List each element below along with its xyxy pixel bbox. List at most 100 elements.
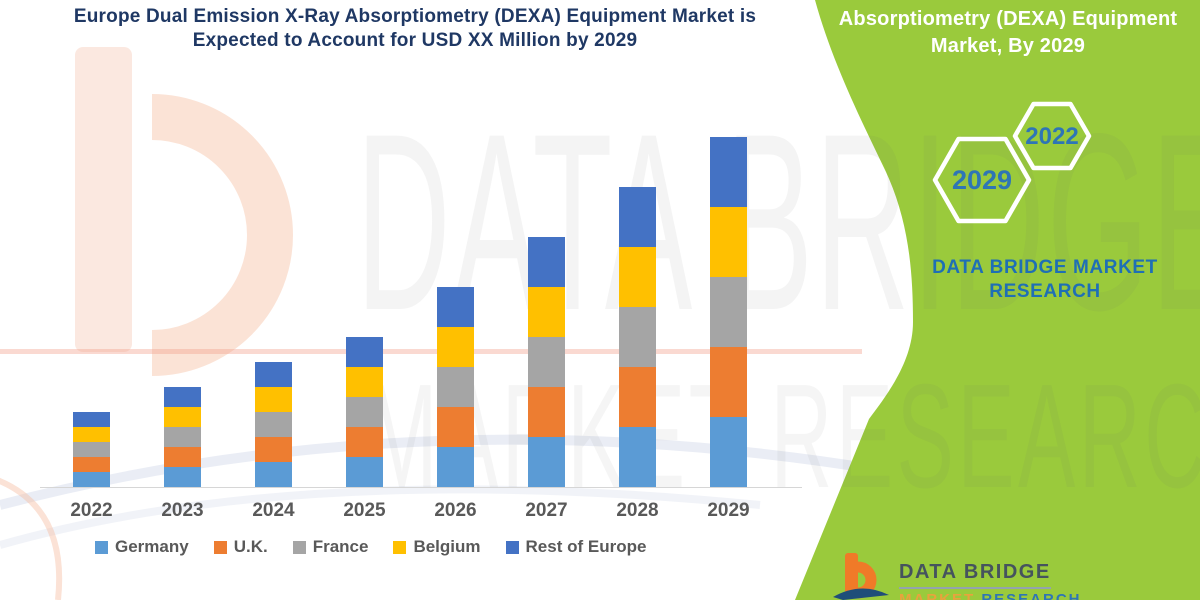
chart-title: Europe Dual Emission X-Ray Absorptiometr…	[73, 6, 757, 51]
x-axis-label: 2029	[707, 500, 750, 521]
side-panel-heading: Absorptiometry (DEXA) Equipment Market, …	[838, 8, 1178, 57]
bar-segment-france	[619, 307, 656, 367]
bar-segment-germany	[710, 417, 747, 487]
brand-subtext-research: RESEARCH	[975, 591, 1082, 600]
bar-segment-rest-of-europe	[255, 362, 292, 387]
x-axis-label: 2027	[525, 500, 568, 521]
legend-label: Germany	[115, 537, 189, 556]
bar-column-2022: 2022	[70, 127, 113, 521]
bar-column-2023: 2023	[161, 127, 204, 521]
bar-segment-u-k-	[346, 427, 383, 457]
brand-caption: DATA BRIDGE MARKET RESEARCH	[932, 257, 1158, 302]
bar-segment-rest-of-europe	[437, 287, 474, 327]
bar-segment-belgium	[437, 327, 474, 367]
bar-segment-rest-of-europe	[619, 187, 656, 247]
bar-stack	[346, 337, 383, 487]
brand-subtext-market: MARKET	[899, 591, 976, 600]
bar-segment-france	[346, 397, 383, 427]
x-axis-label: 2024	[252, 500, 295, 521]
side-panel-green-fill	[795, 0, 1200, 600]
x-axis-label: 2025	[343, 500, 386, 521]
bar-segment-u-k-	[710, 347, 747, 417]
x-axis-label: 2022	[70, 500, 113, 521]
legend-label: Rest of Europe	[525, 537, 647, 556]
watermark-logo-underline	[0, 349, 862, 354]
bar-segment-france	[255, 412, 292, 437]
bar-segment-rest-of-europe	[528, 237, 565, 287]
bar-segment-u-k-	[619, 367, 656, 427]
bar-segment-germany	[437, 447, 474, 487]
bar-stack	[164, 387, 201, 487]
hexagon-2029-label: 2029	[952, 165, 1012, 195]
bar-segment-u-k-	[255, 437, 292, 462]
bar-column-2025: 2025	[343, 127, 386, 521]
brand-logo: DATA BRIDGE MARKET RESEARCH	[833, 553, 1082, 600]
legend-item-rest-of-europe: Rest of Europe	[505, 537, 647, 557]
brand-logo-b-icon	[833, 553, 889, 600]
bar-segment-u-k-	[164, 447, 201, 467]
bar-column-2026: 2026	[434, 127, 477, 521]
legend-item-u-k-: U.K.	[213, 537, 268, 557]
bar-stack	[255, 362, 292, 487]
bar-segment-france	[437, 367, 474, 407]
legend-swatch	[393, 540, 407, 554]
brand-subtext: MARKET RESEARCH	[899, 591, 1082, 600]
bar-segment-u-k-	[73, 457, 110, 472]
x-axis-line	[40, 487, 802, 488]
bar-segment-germany	[528, 437, 565, 487]
bar-segment-rest-of-europe	[164, 387, 201, 407]
legend-item-france: France	[292, 537, 369, 557]
bar-segment-germany	[164, 467, 201, 487]
bar-segment-rest-of-europe	[710, 137, 747, 207]
bar-stack	[710, 137, 747, 487]
hexagon-2022-shape	[1012, 101, 1092, 171]
legend-label: U.K.	[233, 537, 268, 556]
legend-label: France	[312, 537, 369, 556]
watermark-swoosh-arc-2	[0, 485, 761, 549]
legend-item-germany: Germany	[95, 537, 189, 557]
bar-stack	[437, 287, 474, 487]
x-axis-label: 2028	[616, 500, 659, 521]
hexagon-2022-label: 2022	[1025, 123, 1078, 150]
bar-segment-france	[73, 442, 110, 457]
legend-swatch	[505, 540, 519, 554]
watermark-logo-stem	[75, 47, 132, 352]
bar-segment-germany	[73, 472, 110, 487]
bar-column-2028: 2028	[616, 127, 659, 521]
bar-segment-belgium	[255, 387, 292, 412]
hexagon-2029-shape	[932, 136, 1032, 224]
bar-stack	[73, 412, 110, 487]
bar-segment-belgium	[164, 407, 201, 427]
bar-segment-belgium	[619, 247, 656, 307]
watermark-logo-bowl	[151, 94, 293, 376]
watermark-swoosh-arc	[0, 434, 881, 510]
legend-swatch	[213, 540, 227, 554]
bar-segment-rest-of-europe	[73, 412, 110, 427]
bar-segment-belgium	[528, 287, 565, 337]
legend-label: Belgium	[413, 537, 481, 556]
x-axis-label: 2026	[434, 500, 477, 521]
bar-segment-belgium	[346, 367, 383, 397]
brand-text-block: DATA BRIDGE MARKET RESEARCH	[899, 553, 1082, 600]
bar-segment-belgium	[710, 207, 747, 277]
bar-segment-germany	[619, 427, 656, 487]
chart-legend: Germany U.K. France Belgium Rest of Europe	[95, 537, 646, 557]
bar-segment-u-k-	[528, 387, 565, 437]
legend-swatch	[95, 540, 108, 554]
x-axis-label: 2023	[161, 500, 204, 521]
brand-name: DATA BRIDGE	[899, 561, 1051, 589]
legend-item-belgium: Belgium	[393, 537, 481, 557]
bar-segment-france	[710, 277, 747, 347]
bar-stack	[528, 237, 565, 487]
bar-segment-germany	[346, 457, 383, 487]
bar-segment-rest-of-europe	[346, 337, 383, 367]
bar-stack	[619, 187, 656, 487]
bar-column-2029: 2029	[707, 127, 750, 521]
bar-column-2027: 2027	[525, 127, 568, 521]
bar-segment-france	[528, 337, 565, 387]
bar-segment-france	[164, 427, 201, 447]
